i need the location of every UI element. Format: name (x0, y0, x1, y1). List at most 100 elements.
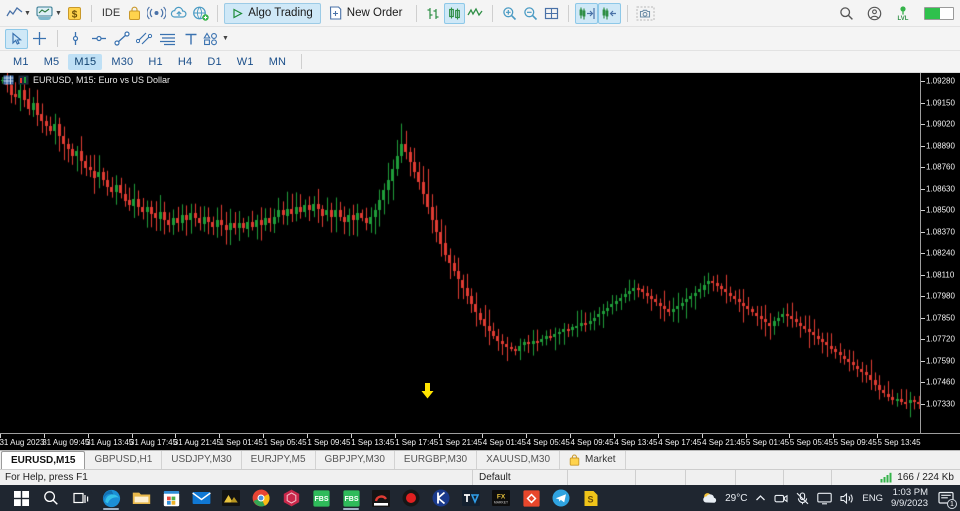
weather-widget[interactable]: 29°C (701, 491, 747, 506)
connection-strength-bar[interactable] (924, 6, 954, 20)
file-explorer-app[interactable] (126, 485, 156, 511)
currency-symbols-button[interactable]: $ (64, 3, 85, 24)
recorder-app[interactable] (396, 485, 426, 511)
chart-template-button[interactable]: ▼ (33, 3, 64, 24)
volume-icon[interactable] (840, 492, 854, 505)
notification-icon (938, 491, 954, 504)
fibonacci-tool-button[interactable] (156, 29, 179, 49)
timeframe-m30[interactable]: M30 (111, 55, 134, 68)
cloud-upload-button[interactable] (168, 3, 190, 24)
svg-text:S: S (587, 494, 593, 504)
text-tool-button[interactable] (179, 29, 202, 49)
bar-chart-type-button[interactable] (423, 3, 444, 24)
chrome-app[interactable] (246, 485, 276, 511)
trendline-tool-button[interactable] (110, 29, 133, 49)
timeframe-h4[interactable]: H4 (177, 55, 193, 68)
zoom-out-button[interactable] (520, 3, 541, 24)
shapes-tool-button[interactable]: ▼ (202, 29, 230, 49)
camera-icon[interactable] (774, 492, 788, 505)
level-icon[interactable]: LVL (895, 5, 911, 21)
tab-xauusd-m30[interactable]: XAUUSD,M30 (477, 451, 561, 469)
candlestick-canvas[interactable] (0, 73, 921, 425)
vertical-line-tool-button[interactable] (64, 29, 87, 49)
timeframe-m15[interactable]: M15 (68, 53, 103, 70)
account-icon[interactable] (867, 6, 882, 21)
tab-gbpjpy-m30[interactable]: GBPJPY,M30 (316, 451, 395, 469)
store-icon (163, 490, 179, 506)
tab-eurgbp-m30[interactable]: EURGBP,M30 (395, 451, 478, 469)
fbs-app-1[interactable]: FBS (306, 485, 336, 511)
cursor-icon (11, 31, 22, 45)
chart-area[interactable]: EURUSD, M15: Euro vs US Dollar 1.09280 1.… (0, 73, 960, 450)
task-view-button[interactable] (66, 485, 96, 511)
edge-app[interactable] (96, 485, 126, 511)
time-divider (745, 434, 747, 438)
mic-muted-icon[interactable] (796, 491, 809, 505)
timeframe-w1[interactable]: W1 (236, 55, 254, 68)
k-app[interactable] (426, 485, 456, 511)
timeframe-h1[interactable]: H1 (148, 55, 163, 68)
horizontal-line-tool-button[interactable] (87, 29, 110, 49)
start-button[interactable] (6, 485, 36, 511)
price-tick (921, 317, 925, 319)
search-button[interactable] (36, 485, 66, 511)
cursor-tool-button[interactable] (5, 28, 28, 49)
time-divider (877, 434, 879, 438)
line-chart-type-button[interactable] (465, 3, 486, 24)
orange-diamond-app[interactable] (516, 485, 546, 511)
mail-app[interactable] (186, 485, 216, 511)
hex-app[interactable] (276, 485, 306, 511)
notification-button[interactable]: 1 (936, 488, 957, 509)
chevron-down-icon[interactable]: ▼ (222, 35, 229, 42)
new-order-button[interactable]: New Order (321, 3, 411, 24)
dark-app[interactable] (216, 485, 246, 511)
dark-red-app[interactable] (366, 485, 396, 511)
tab-eurjpy-m5[interactable]: EURJPY,M5 (242, 451, 316, 469)
display-icon[interactable] (817, 492, 833, 505)
search-icon[interactable] (839, 6, 854, 21)
zoom-in-button[interactable] (499, 3, 520, 24)
candlestick-chart-type-button[interactable] (444, 2, 466, 24)
status-traffic-group: 166 / 224 Kb (880, 472, 954, 483)
timeframe-d1[interactable]: D1 (207, 55, 222, 68)
algo-trading-button[interactable]: Algo Trading (224, 2, 321, 24)
clock[interactable]: 1:03 PM 9/9/2023 (891, 487, 928, 509)
signals-button[interactable] (145, 3, 168, 24)
s-app[interactable]: S (576, 485, 606, 511)
price-label: 1.08630 (926, 184, 955, 194)
chart-shift-button[interactable] (598, 2, 622, 24)
tab-market[interactable]: Market (560, 451, 626, 469)
tab-eurusd-m15[interactable]: EURUSD,M15 (1, 451, 86, 470)
time-divider (263, 434, 265, 438)
price-tick (921, 274, 925, 276)
language-indicator[interactable]: ENG (862, 492, 884, 504)
market-bag-button[interactable] (124, 3, 145, 24)
tab-gbpusd-h1[interactable]: GBPUSD,H1 (85, 451, 163, 469)
chevron-down-icon[interactable]: ▼ (24, 9, 31, 17)
chevron-up-icon[interactable] (755, 494, 766, 503)
grid-button[interactable] (541, 3, 562, 24)
tradingview-app[interactable] (456, 485, 486, 511)
timeframe-mn[interactable]: MN (268, 55, 287, 68)
timeframe-m5[interactable]: M5 (43, 55, 60, 68)
chevron-down-icon[interactable]: ▼ (54, 9, 62, 17)
telegram-app[interactable] (546, 485, 576, 511)
equidistant-channel-tool-button[interactable] (133, 29, 156, 49)
price-label: 1.09280 (926, 76, 955, 86)
auto-scroll-button[interactable] (575, 2, 599, 24)
vps-rent-button[interactable] (190, 3, 211, 24)
fx-app[interactable]: FX MARKET (486, 485, 516, 511)
time-axis[interactable]: 31 Aug 2023 31 Aug 09:45 31 Aug 13:45 31 Au… (0, 433, 960, 450)
sell-arrow-marker[interactable] (421, 383, 434, 404)
status-profile[interactable]: Default (472, 469, 567, 486)
status-help-text: For Help, press F1 (5, 472, 88, 483)
crosshair-tool-button[interactable] (28, 29, 51, 49)
ide-button[interactable]: IDE (98, 3, 124, 24)
timeframe-m1[interactable]: M1 (13, 55, 29, 68)
price-axis[interactable]: 1.09280 1.09150 1.09020 1.08890 1.08760 1.086… (920, 73, 960, 433)
screenshot-button[interactable] (634, 3, 657, 24)
fbs-app-2[interactable]: FBS (336, 485, 366, 511)
tab-usdjpy-m30[interactable]: USDJPY,M30 (162, 451, 242, 469)
microsoft-store-app[interactable] (156, 485, 186, 511)
new-chart-button[interactable]: ▼ (4, 3, 33, 24)
